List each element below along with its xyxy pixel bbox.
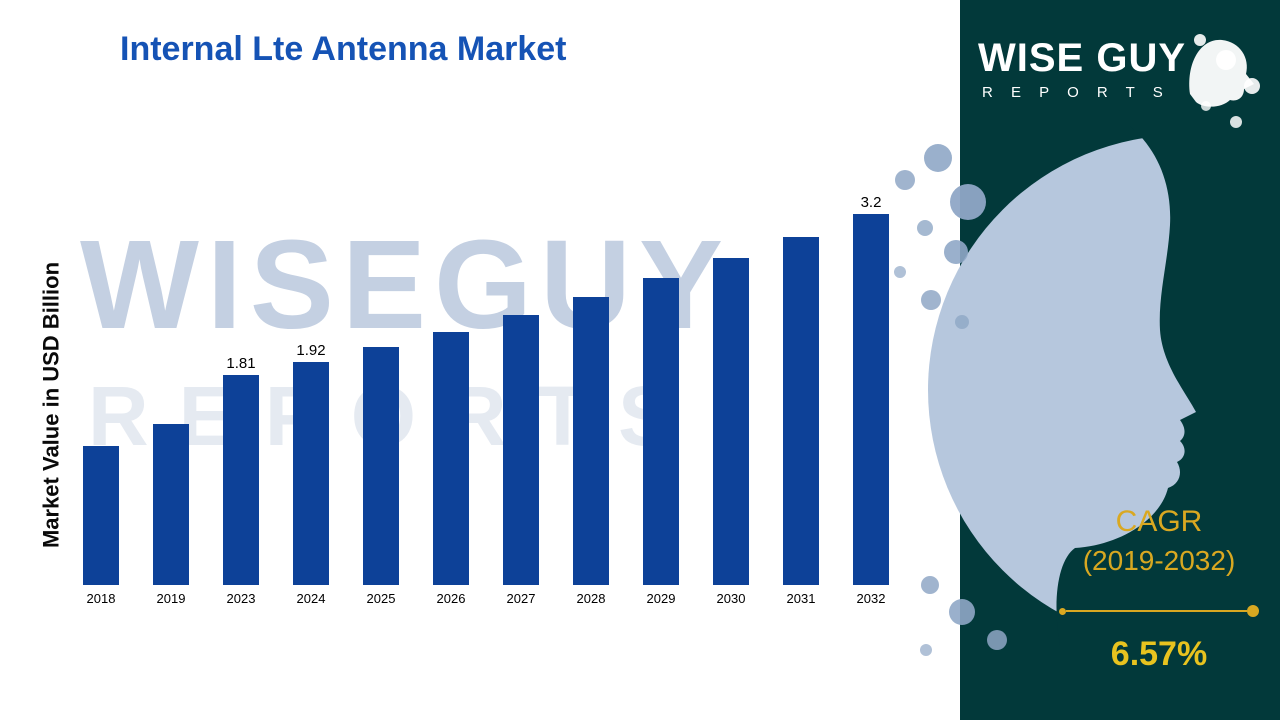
- bar-value-label: 3.2: [860, 194, 882, 211]
- bar: [713, 258, 749, 585]
- x-tick-label: 2024: [296, 591, 326, 606]
- bar-column: 2031: [766, 140, 836, 611]
- x-tick-label: 2030: [716, 591, 746, 606]
- bar: [853, 214, 889, 585]
- bar: [573, 297, 609, 585]
- brand-logo-name: WISE GUY: [978, 36, 1187, 80]
- x-tick-label: 2027: [506, 591, 536, 606]
- y-axis-label: Market Value in USD Billion: [38, 261, 64, 549]
- x-tick-label: 2032: [856, 591, 886, 606]
- divider-end-dot: [1247, 605, 1259, 617]
- bar: [433, 332, 469, 585]
- bar-chart: 2018 2019 1.81 2023 1.92 2024 2025 2026 2027 2028…: [66, 140, 906, 611]
- x-tick-label: 2029: [646, 591, 676, 606]
- divider-line: [1066, 610, 1247, 612]
- bar: [83, 446, 119, 585]
- bar: [223, 375, 259, 585]
- bar-column: 3.2 2032: [836, 140, 906, 611]
- bar-column: 2030: [696, 140, 766, 611]
- chart-title: Internal Lte Antenna Market: [120, 30, 567, 68]
- bar: [503, 315, 539, 585]
- x-tick-label: 2026: [436, 591, 466, 606]
- bar: [363, 347, 399, 585]
- x-tick-label: 2025: [366, 591, 396, 606]
- bar-column: 2026: [416, 140, 486, 611]
- cagr-divider: [1059, 605, 1259, 617]
- bar-column: 2019: [136, 140, 206, 611]
- bar: [153, 424, 189, 585]
- bar-column: 2029: [626, 140, 696, 611]
- cagr-label: CAGR: [1115, 505, 1203, 538]
- bar-column: 1.92 2024: [276, 140, 346, 611]
- cagr-value: 6.57%: [1110, 635, 1208, 673]
- bar-column: 2018: [66, 140, 136, 611]
- x-tick-label: 2028: [576, 591, 606, 606]
- bar: [783, 237, 819, 585]
- bar-value-label: 1.81: [226, 355, 256, 372]
- cagr-range: (2019-2032): [1082, 545, 1236, 576]
- bar-column: 2028: [556, 140, 626, 611]
- bar: [643, 278, 679, 585]
- bar-column: 2027: [486, 140, 556, 611]
- x-tick-label: 2019: [156, 591, 186, 606]
- bar-column: 1.81 2023: [206, 140, 276, 611]
- brand-logo: WISE GUY R E P O R T S: [978, 36, 1186, 101]
- bar-value-label: 1.92: [296, 342, 326, 359]
- bar: [293, 362, 329, 585]
- x-tick-label: 2018: [86, 591, 116, 606]
- brand-logo-reports: R E P O R T S: [982, 84, 1170, 101]
- bar-column: 2025: [346, 140, 416, 611]
- background-watermark-line1: WISEGUY: [80, 214, 732, 355]
- x-tick-label: 2031: [786, 591, 816, 606]
- cagr-block: CAGR (2019-2032) 6.57%: [1045, 505, 1273, 674]
- divider-start-dot: [1059, 607, 1066, 615]
- logo-face-icon: [1189, 39, 1254, 107]
- x-tick-label: 2023: [226, 591, 256, 606]
